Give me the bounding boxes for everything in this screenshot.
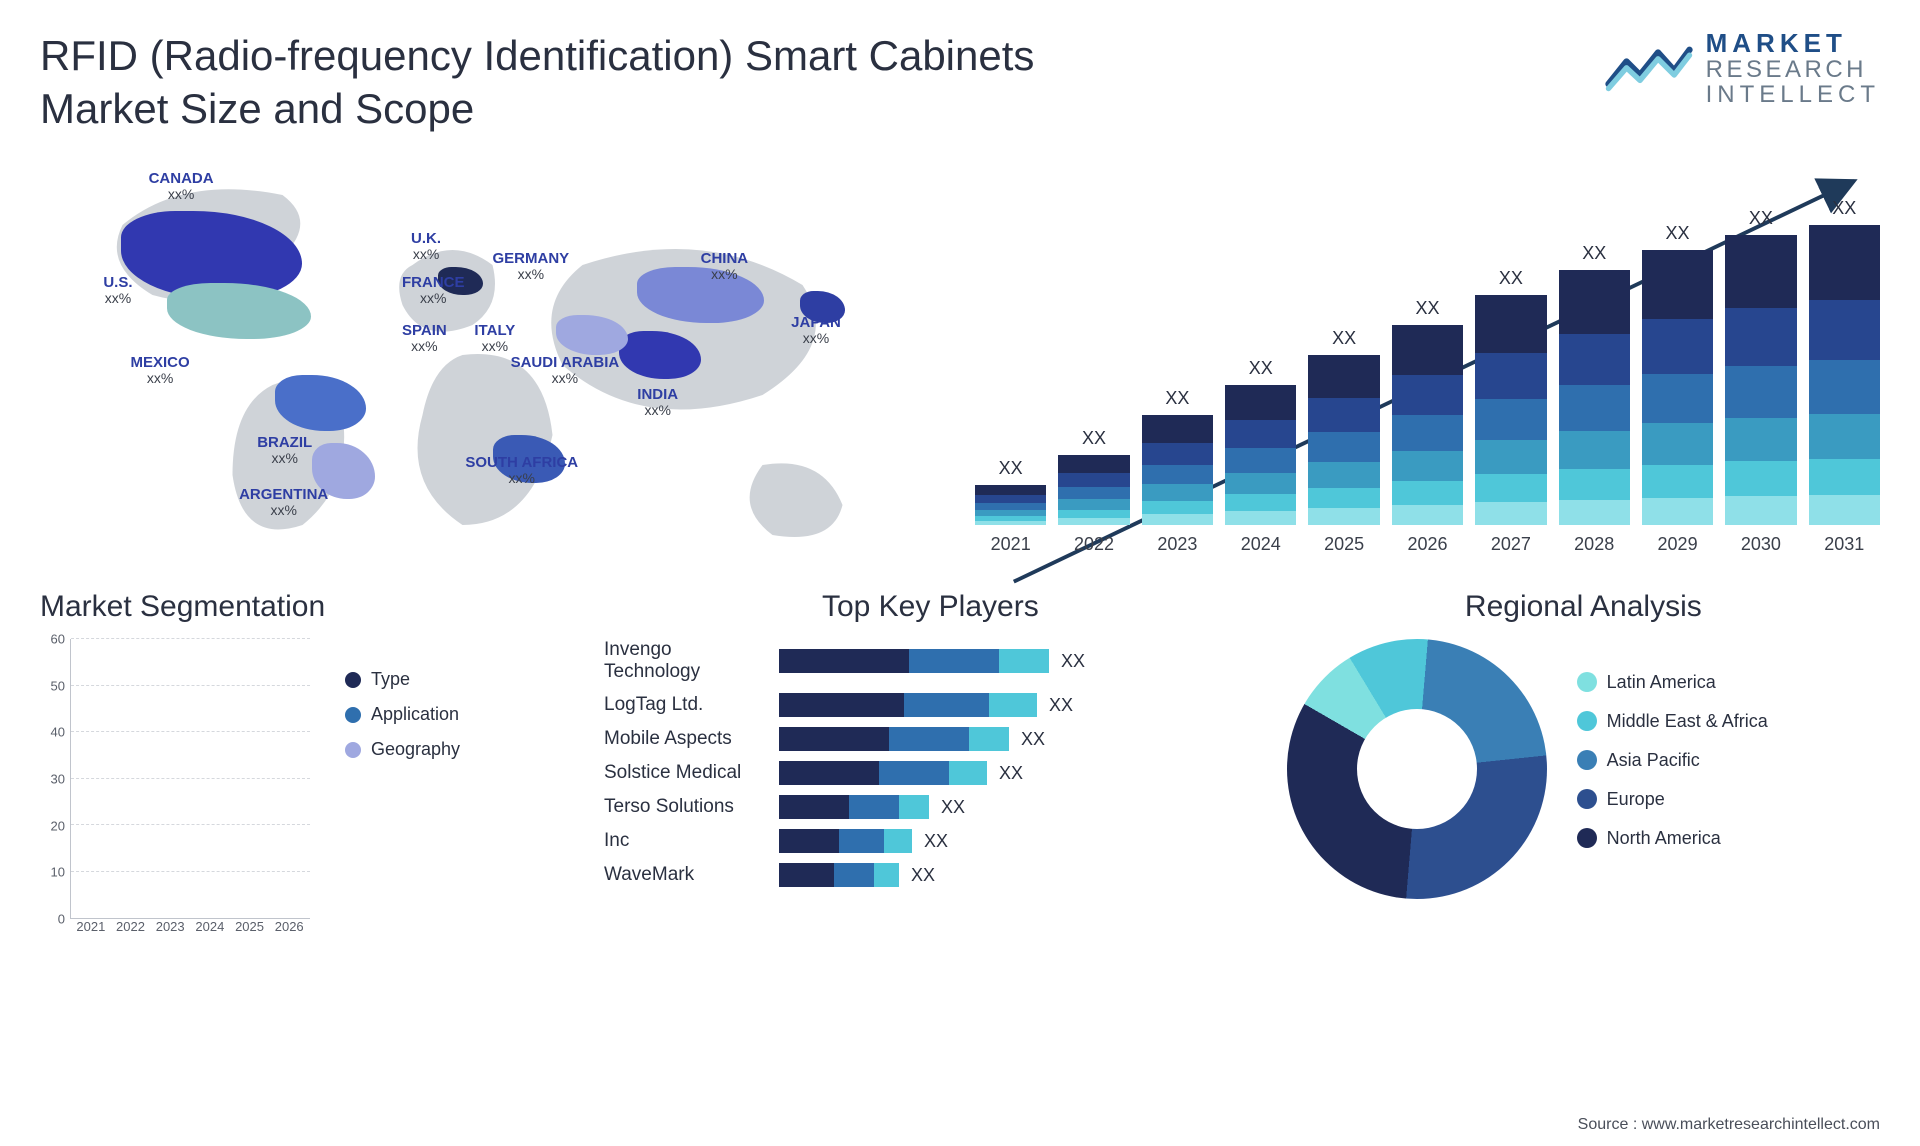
legend-item: Europe — [1577, 789, 1768, 810]
growth-bar: XX — [1475, 268, 1546, 525]
growth-bar: XX — [1142, 388, 1213, 525]
legend-item: Latin America — [1577, 672, 1768, 693]
growth-year-label: 2025 — [1308, 534, 1379, 555]
growth-year-label: 2027 — [1475, 534, 1546, 555]
world-map-panel: CANADAxx% U.S.xx% MEXICOxx% BRAZILxx% ARGENT… — [40, 155, 945, 555]
growth-bar: XX — [975, 458, 1046, 525]
map-country-label: ARGENTINAxx% — [239, 487, 328, 517]
page-title: RFID (Radio-frequency Identification) Sm… — [40, 30, 1040, 135]
growth-year-label: 2031 — [1809, 534, 1880, 555]
growth-year-label: 2021 — [975, 534, 1046, 555]
regional-legend: Latin America Middle East & Africa Asia Pa… — [1577, 672, 1768, 867]
growth-bar: XX — [1725, 208, 1796, 525]
logo-line3: INTELLECT — [1706, 82, 1880, 107]
growth-chart: XXXXXXXXXXXXXXXXXXXXXX 20212022202320242… — [975, 155, 1880, 555]
legend-item: Type — [345, 669, 460, 690]
legend-item: Geography — [345, 739, 460, 760]
regional-title: Regional Analysis — [1287, 590, 1880, 624]
map-country-label: JAPANxx% — [791, 315, 841, 345]
map-country-label: ITALYxx% — [474, 323, 515, 353]
legend-item: Asia Pacific — [1577, 750, 1768, 771]
growth-year-label: 2029 — [1642, 534, 1713, 555]
map-country-label: U.S.xx% — [103, 275, 132, 305]
growth-year-label: 2026 — [1392, 534, 1463, 555]
growth-year-label: 2024 — [1225, 534, 1296, 555]
legend-item: Middle East & Africa — [1577, 711, 1768, 732]
growth-year-label: 2028 — [1559, 534, 1630, 555]
logo-line2: RESEARCH — [1706, 57, 1880, 82]
brand-logo: MARKET RESEARCH INTELLECT — [1604, 30, 1880, 108]
regional-panel: Regional Analysis Latin America Middle Ea… — [1287, 590, 1880, 934]
growth-bar: XX — [1225, 358, 1296, 525]
key-player-row: Mobile AspectsXX — [604, 727, 1257, 751]
legend-item: North America — [1577, 828, 1768, 849]
key-player-row: Invengo TechnologyXX — [604, 639, 1257, 683]
key-player-row: WaveMarkXX — [604, 863, 1257, 887]
growth-year-label: 2030 — [1725, 534, 1796, 555]
map-country-label: CHINAxx% — [701, 251, 749, 281]
segmentation-legend: Type Application Geography — [345, 669, 460, 774]
key-players-panel: Top Key Players Invengo TechnologyXX LogT… — [604, 590, 1257, 934]
map-country-label: INDIAxx% — [637, 387, 678, 417]
map-country-label: U.K.xx% — [411, 231, 441, 261]
map-country-label: BRAZILxx% — [257, 435, 312, 465]
legend-item: Application — [345, 704, 460, 725]
growth-bar: XX — [1559, 243, 1630, 525]
growth-bar: XX — [1058, 428, 1129, 525]
logo-line1: MARKET — [1706, 30, 1880, 57]
map-country-label: SAUDI ARABIAxx% — [511, 355, 620, 385]
growth-bar: XX — [1308, 328, 1379, 525]
key-player-row: IncXX — [604, 829, 1257, 853]
key-player-row: LogTag Ltd.XX — [604, 693, 1257, 717]
key-players-title: Top Key Players — [604, 590, 1257, 624]
map-country-label: MEXICOxx% — [131, 355, 190, 385]
growth-year-label: 2022 — [1058, 534, 1129, 555]
map-country-label: FRANCExx% — [402, 275, 465, 305]
segmentation-panel: Market Segmentation 0102030405060 202120… — [40, 590, 574, 934]
growth-bar: XX — [1392, 298, 1463, 525]
map-country-label: SPAINxx% — [402, 323, 447, 353]
map-country-label: CANADAxx% — [149, 171, 214, 201]
growth-bar: XX — [1809, 198, 1880, 525]
map-country-label: SOUTH AFRICAxx% — [465, 455, 578, 485]
segmentation-chart: 0102030405060 — [40, 639, 310, 919]
growth-year-label: 2023 — [1142, 534, 1213, 555]
regional-donut-chart — [1287, 639, 1547, 899]
map-country-label: GERMANYxx% — [493, 251, 570, 281]
growth-bar: XX — [1642, 223, 1713, 525]
key-player-row: Terso SolutionsXX — [604, 795, 1257, 819]
segmentation-title: Market Segmentation — [40, 590, 574, 624]
key-player-row: Solstice MedicalXX — [604, 761, 1257, 785]
logo-mark-icon — [1604, 36, 1694, 101]
source-attribution: Source : www.marketresearchintellect.com — [1578, 1116, 1880, 1134]
